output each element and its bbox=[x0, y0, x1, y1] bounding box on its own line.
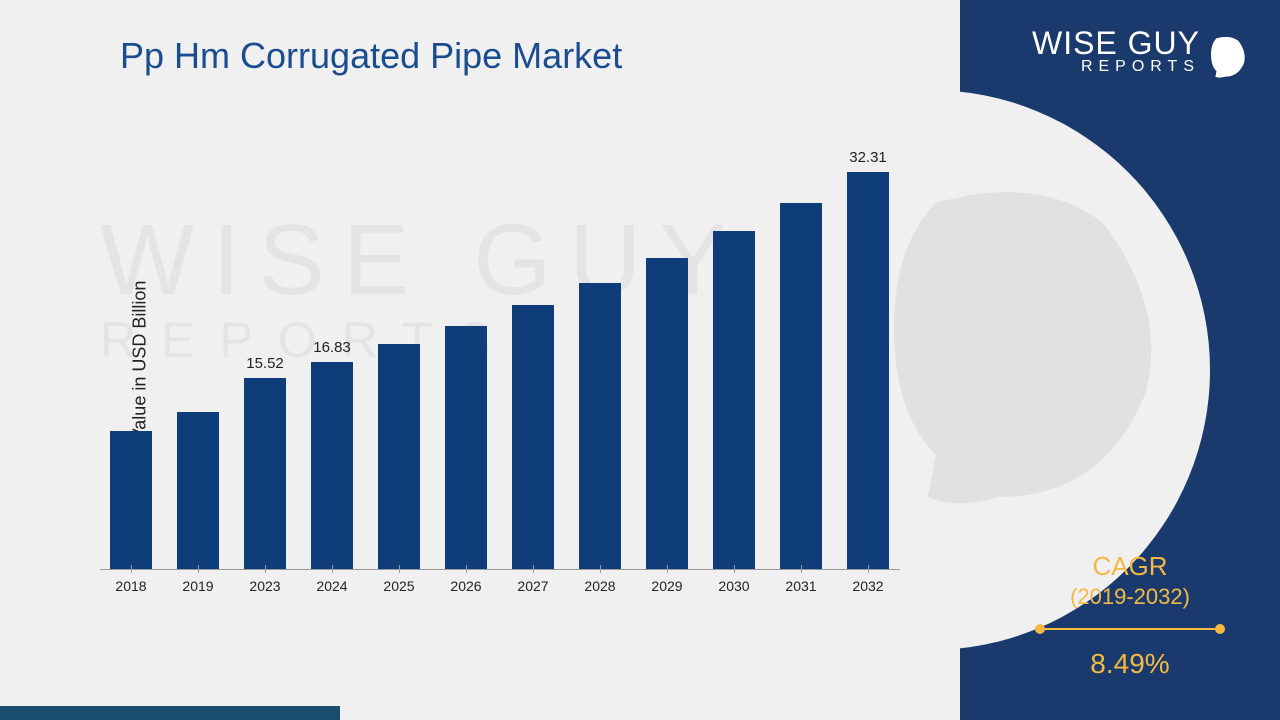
x-tick bbox=[801, 565, 802, 573]
chart-title: Pp Hm Corrugated Pipe Market bbox=[120, 35, 622, 77]
footer-accent-bar bbox=[0, 706, 340, 720]
x-axis-label: 2028 bbox=[584, 578, 615, 594]
cagr-divider bbox=[1040, 628, 1220, 630]
x-axis-label: 2030 bbox=[718, 578, 749, 594]
bar bbox=[378, 344, 420, 569]
bar-value-label: 16.83 bbox=[313, 339, 351, 356]
bar-value-label: 32.31 bbox=[849, 149, 887, 166]
main-area: Pp Hm Corrugated Pipe Market WISE GUY RE… bbox=[0, 0, 960, 720]
x-axis-label: 2026 bbox=[450, 578, 481, 594]
cagr-value: 8.49% bbox=[1015, 648, 1245, 680]
head-icon bbox=[1200, 30, 1255, 85]
brand-logo: WISE GUY REPORTS bbox=[1032, 25, 1250, 76]
x-tick bbox=[466, 565, 467, 573]
x-axis-label: 2027 bbox=[517, 578, 548, 594]
bar bbox=[646, 258, 688, 569]
x-axis-label: 2025 bbox=[383, 578, 414, 594]
x-axis-label: 2032 bbox=[852, 578, 883, 594]
bar-value-label: 15.52 bbox=[246, 355, 284, 372]
x-axis-label: 2031 bbox=[785, 578, 816, 594]
x-tick bbox=[399, 565, 400, 573]
bar bbox=[244, 378, 286, 569]
bar bbox=[445, 326, 487, 569]
cagr-block: CAGR (2019-2032) 8.49% bbox=[1015, 551, 1245, 680]
bar bbox=[780, 203, 822, 569]
x-tick bbox=[533, 565, 534, 573]
x-axis-label: 2024 bbox=[316, 578, 347, 594]
x-tick bbox=[198, 565, 199, 573]
bar bbox=[110, 431, 152, 569]
cagr-range: (2019-2032) bbox=[1015, 584, 1245, 610]
x-tick bbox=[734, 565, 735, 573]
bar bbox=[713, 231, 755, 569]
cagr-title: CAGR bbox=[1015, 551, 1245, 582]
x-tick bbox=[131, 565, 132, 573]
x-tick bbox=[332, 565, 333, 573]
bar bbox=[177, 412, 219, 569]
x-axis-label: 2029 bbox=[651, 578, 682, 594]
x-tick bbox=[265, 565, 266, 573]
x-tick bbox=[868, 565, 869, 573]
bar bbox=[579, 283, 621, 569]
bar bbox=[311, 362, 353, 569]
x-axis-label: 2019 bbox=[182, 578, 213, 594]
x-axis-label: 2018 bbox=[115, 578, 146, 594]
plot-area: 15.52 16.83 32.31 bbox=[100, 140, 900, 570]
x-tick bbox=[600, 565, 601, 573]
x-tick bbox=[667, 565, 668, 573]
bar-chart: Market Value in USD Billion 15.5216.8332… bbox=[80, 140, 900, 620]
bar bbox=[847, 172, 889, 569]
x-axis-label: 2023 bbox=[249, 578, 280, 594]
bar bbox=[512, 305, 554, 569]
